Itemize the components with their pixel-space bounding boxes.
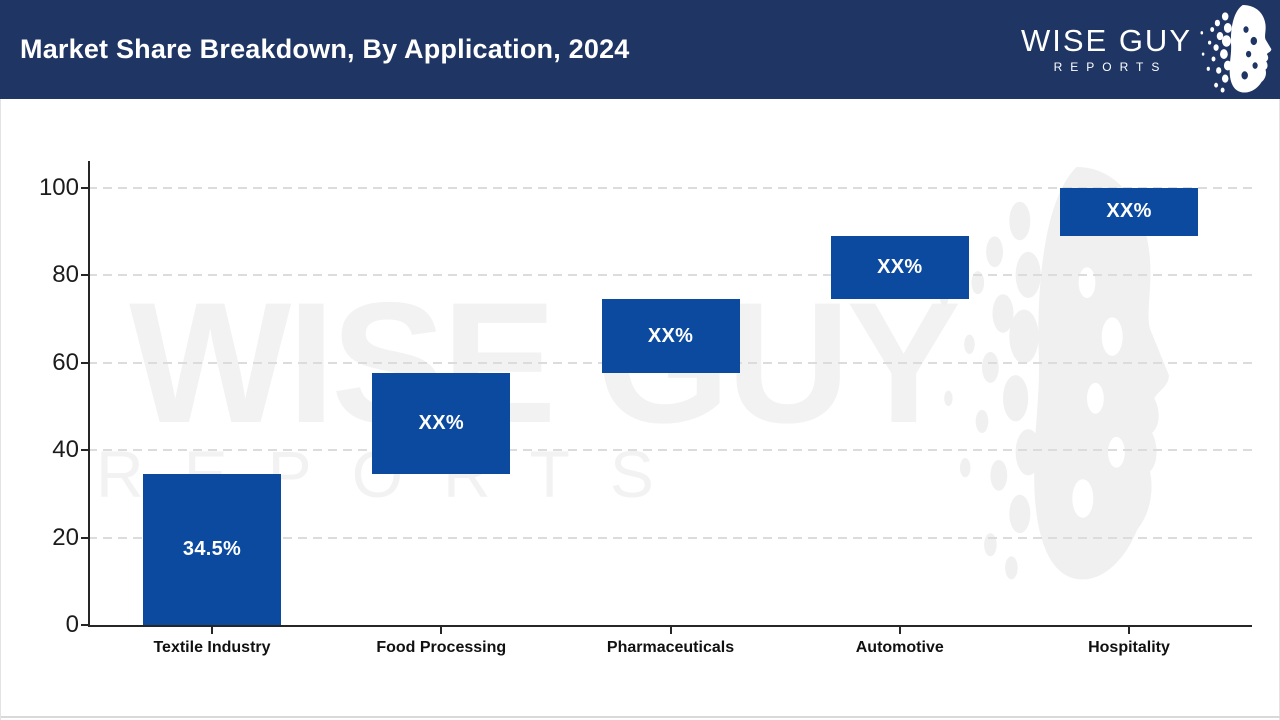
bar-hospitality: XX%: [1060, 187, 1198, 236]
logo-text: WISE GUY REPORTS: [1021, 25, 1192, 74]
y-tick-label-20: 20: [52, 523, 79, 551]
bar-value-label-textile-industry: 34.5%: [182, 538, 242, 561]
x-tick-mark-pharmaceuticals: [669, 627, 672, 634]
x-axis-label-hospitality: Hospitality: [1088, 639, 1170, 656]
x-tick-mark-textile-industry: [211, 627, 213, 634]
gridline-100: [88, 186, 1252, 189]
x-tick-mark-hospitality: [1128, 627, 1130, 634]
x-tick-mark-food-processing: [440, 627, 443, 634]
bar-automotive: XX%: [830, 235, 969, 300]
bar-pharmaceuticals: XX%: [601, 299, 740, 374]
logo-subtext: REPORTS: [1053, 60, 1168, 74]
gridline-20: [88, 536, 1252, 539]
gridline-40: [88, 449, 1252, 451]
bar-value-label-hospitality: XX%: [1106, 200, 1152, 223]
y-tick-label-80: 80: [52, 261, 79, 288]
wise-guy-logo: WISE GUY REPORTS: [1021, 4, 1272, 95]
logo-head-icon: [1200, 4, 1272, 93]
chart-title: Market Share Breakdown, By Application, …: [20, 34, 630, 64]
bar-value-label-food-processing: XX%: [418, 412, 464, 435]
gridline-80: [88, 274, 1252, 276]
y-tick-label-0: 0: [65, 611, 79, 638]
y-tick-label-40: 40: [52, 436, 79, 463]
logo-wordmark: WISE GUY: [1020, 23, 1192, 58]
x-axis-label-textile-industry: Textile Industry: [153, 639, 271, 656]
y-tick-mark-100: [81, 186, 89, 189]
bar-food-processing: XX%: [372, 373, 511, 475]
watermark-head-icon: [940, 167, 1169, 580]
x-tick-mark-automotive: [898, 627, 901, 634]
y-tick-mark-60: [81, 361, 89, 364]
y-tick-label-100: 100: [38, 173, 79, 201]
x-axis-label-food-processing: Food Processing: [376, 639, 507, 656]
bar-textile-industry: 34.5%: [143, 474, 281, 625]
x-axis-line: [88, 625, 1252, 627]
header: Market Share Breakdown, By Application, …: [0, 0, 1280, 99]
y-tick-mark-20: [81, 536, 89, 539]
y-tick-mark-80: [81, 274, 89, 276]
y-tick-label-60: 60: [52, 348, 79, 376]
x-axis-label-automotive: Automotive: [855, 639, 944, 656]
y-tick-mark-40: [81, 449, 89, 451]
bar-value-label-automotive: XX%: [877, 255, 923, 278]
x-axis-label-pharmaceuticals: Pharmaceuticals: [606, 639, 735, 656]
y-axis-line: [88, 161, 90, 627]
y-tick-mark-0: [81, 624, 89, 626]
page-bottom-divider: [1, 716, 1280, 718]
bar-value-label-pharmaceuticals: XX%: [647, 324, 694, 347]
